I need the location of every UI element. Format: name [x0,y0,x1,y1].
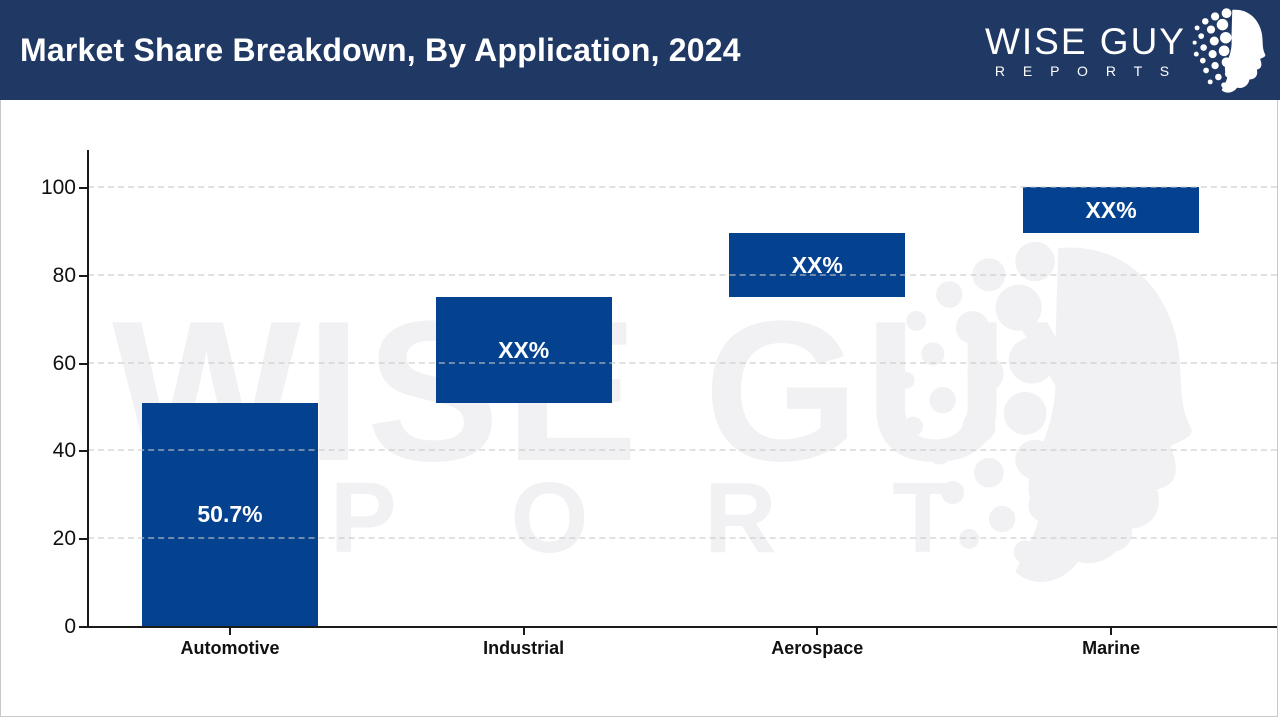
y-tick [79,362,87,365]
y-tick-label: 100 [40,176,76,199]
x-tick-label-industrial: Industrial [483,638,565,658]
y-tick [79,626,87,628]
bar-value-label: XX% [498,336,550,363]
app-header: Market Share Breakdown, By Application, … [0,0,1280,100]
gridline-y20 [88,537,1277,540]
chart-border-right [1277,100,1278,717]
y-tick [79,450,87,453]
page-title: Market Share Breakdown, By Application, … [20,31,741,68]
chart-border-bottom [0,716,1278,717]
x-axis-spine [87,626,1278,628]
y-tick-label: 0 [64,615,76,638]
y-tick-label: 60 [52,351,76,375]
brand-logo: WISE GUY R E P O R T S [985,5,1270,95]
bar-value-label: XX% [1085,196,1137,223]
bar-industrial: XX% [435,297,612,404]
y-tick [79,538,87,541]
x-tick-label-automotive: Automotive [180,638,280,658]
x-tick [1110,628,1113,635]
gridline-y100 [88,186,1277,188]
y-tick-label: 20 [52,527,76,551]
x-tick [816,628,819,635]
watermark-face-icon [898,241,1192,583]
y-tick [79,274,87,277]
bar-aerospace: XX% [729,233,906,298]
gridline-y80 [88,273,1277,276]
chart-region: WISE GUY P O R T S 50.7% XX% XX% XX% 0 20 40 60… [0,100,1280,720]
brand-face-icon [1192,8,1266,93]
bar-automotive: 50.7% [142,403,318,626]
y-axis-spine [87,150,89,628]
brand-name: WISE GUY [984,20,1186,62]
x-tick-label-marine: Marine [1082,638,1141,658]
chart-border-left [0,100,1,717]
gridline-y60 [88,361,1277,364]
bar-value-label: XX% [791,251,843,278]
y-tick-label: 40 [52,439,76,463]
x-tick [229,628,231,635]
bar-value-label: 50.7% [197,501,263,528]
y-tick-label: 80 [52,263,76,287]
brand-subtitle: R E P O R T S [994,62,1177,79]
bar-marine: XX% [1023,187,1200,234]
y-tick [79,187,87,189]
x-tick [522,628,525,635]
gridline-y40 [88,449,1277,452]
x-tick-label-aerospace: Aerospace [771,638,864,658]
brand-name-block: WISE GUY R E P O R T S [984,20,1186,79]
